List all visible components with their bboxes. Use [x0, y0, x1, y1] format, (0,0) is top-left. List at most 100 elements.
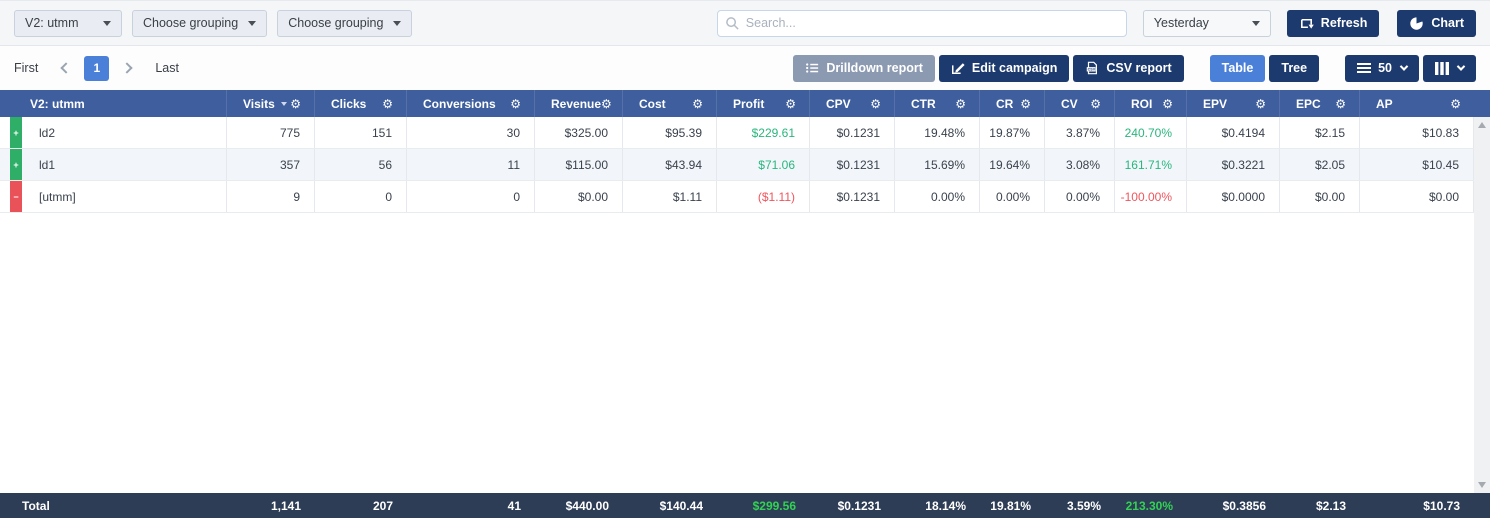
date-range-value: Yesterday — [1153, 16, 1209, 30]
column-header-cost[interactable]: Cost ⚙ — [623, 90, 717, 117]
pagination-next-icon[interactable] — [121, 62, 133, 74]
tree-view-button[interactable]: Tree — [1269, 54, 1320, 82]
epc-cell: $2.15 — [1280, 117, 1360, 148]
ap-cell: $10.45 — [1360, 149, 1474, 180]
column-header-name[interactable]: V2: utmm — [0, 90, 227, 117]
row-name-cell[interactable]: + ld1 — [0, 149, 227, 180]
epc-cell: $0.00 — [1280, 181, 1360, 212]
chart-button[interactable]: Chart — [1397, 9, 1476, 37]
chevron-down-icon — [1456, 62, 1466, 71]
csv-report-button[interactable]: CSV CSV report — [1073, 54, 1184, 82]
edit-campaign-label: Edit campaign — [971, 61, 1058, 75]
columns-icon — [1435, 61, 1449, 75]
chevron-down-icon — [103, 20, 111, 26]
token-grouping-dropdown[interactable]: V2: utmm — [14, 9, 122, 37]
total-cr: 19.81% — [990, 498, 1031, 513]
table-body: + ld2 775 151 30 $325.00 $95.39 $229.61 … — [0, 117, 1490, 493]
status-indicator-positive: + — [10, 117, 22, 148]
ctr-cell: 19.48% — [895, 117, 980, 148]
column-settings-gear-icon[interactable]: ⚙ — [1162, 96, 1173, 111]
column-settings-gear-icon[interactable]: ⚙ — [1090, 96, 1101, 111]
edit-campaign-button[interactable]: Edit campaign — [938, 54, 1070, 82]
top-toolbar: V2: utmm Choose grouping Choose grouping… — [0, 0, 1490, 46]
column-settings-gear-icon[interactable]: ⚙ — [510, 96, 521, 111]
column-header-conversions[interactable]: Conversions ⚙ — [407, 90, 535, 117]
drilldown-report-button[interactable]: Drilldown report — [793, 54, 935, 82]
scroll-down-icon[interactable] — [1478, 482, 1486, 488]
column-settings-gear-icon[interactable]: ⚙ — [382, 96, 393, 111]
table-row[interactable]: + ld1 357 56 11 $115.00 $43.94 $71.06 $0… — [0, 149, 1474, 181]
column-settings-gear-icon[interactable]: ⚙ — [1020, 96, 1031, 111]
page-size-dropdown[interactable]: 50 — [1345, 54, 1419, 82]
cr-cell: 19.87% — [980, 117, 1045, 148]
column-settings-gear-icon[interactable]: ⚙ — [692, 96, 703, 111]
pagination-first[interactable]: First — [14, 61, 39, 75]
search-box — [716, 9, 1127, 37]
column-header-epv[interactable]: EPV ⚙ — [1187, 90, 1280, 117]
column-settings-gear-icon[interactable]: ⚙ — [955, 96, 966, 111]
cost-cell: $43.94 — [623, 149, 717, 180]
grouping-2-value: Choose grouping — [288, 16, 384, 30]
column-settings-gear-icon[interactable]: ⚙ — [870, 96, 881, 111]
column-settings-gear-icon[interactable]: ⚙ — [601, 96, 612, 111]
total-clicks: 207 — [372, 498, 393, 513]
search-input[interactable] — [716, 9, 1127, 37]
revenue-cell: $115.00 — [535, 149, 623, 180]
profit-cell: ($1.11) — [717, 181, 810, 212]
column-label: Profit — [733, 96, 765, 111]
scroll-up-icon[interactable] — [1478, 122, 1486, 128]
profit-cell: $229.61 — [717, 117, 810, 148]
column-label: EPC — [1296, 96, 1321, 111]
date-range-dropdown[interactable]: Yesterday — [1142, 9, 1271, 37]
chevron-down-icon — [1251, 20, 1260, 26]
row-name-cell[interactable]: + ld2 — [0, 117, 227, 148]
column-header-revenue[interactable]: Revenue ⚙ — [535, 90, 623, 117]
pagination-prev-icon[interactable] — [60, 62, 72, 74]
total-revenue: $440.00 — [565, 498, 609, 513]
cv-cell: 0.00% — [1045, 181, 1115, 212]
column-header-ap[interactable]: AP ⚙ — [1360, 90, 1474, 117]
column-header-visits[interactable]: Visits ⚙ — [227, 90, 315, 117]
column-header-cpv[interactable]: CPV ⚙ — [810, 90, 895, 117]
table-row[interactable]: − [utmm] 9 0 0 $0.00 $1.11 ($1.11) $0.12… — [0, 181, 1474, 213]
cpv-cell: $0.1231 — [810, 181, 895, 212]
column-settings-gear-icon[interactable]: ⚙ — [1255, 96, 1266, 111]
table-view-button[interactable]: Table — [1209, 54, 1266, 82]
column-label: Revenue — [551, 96, 602, 111]
column-settings-gear-icon[interactable]: ⚙ — [1335, 96, 1346, 111]
pagination-page-1[interactable]: 1 — [84, 55, 110, 81]
column-header-epc[interactable]: EPC ⚙ — [1280, 90, 1360, 117]
pagination-last[interactable]: Last — [155, 61, 179, 75]
column-header-profit[interactable]: Profit ⚙ — [717, 90, 810, 117]
column-label: CTR — [911, 96, 936, 111]
total-visits: 1,141 — [270, 498, 301, 513]
csv-report-label: CSV report — [1106, 61, 1172, 75]
column-header-roi[interactable]: ROI ⚙ — [1115, 90, 1187, 117]
sort-desc-icon — [280, 101, 287, 106]
columns-dropdown[interactable] — [1423, 54, 1476, 82]
column-settings-gear-icon[interactable]: ⚙ — [785, 96, 796, 111]
grouping-dropdown-1[interactable]: Choose grouping — [132, 9, 268, 37]
column-header-clicks[interactable]: Clicks ⚙ — [315, 90, 407, 117]
drilldown-report-label: Drilldown report — [826, 61, 923, 75]
cr-cell: 0.00% — [980, 181, 1045, 212]
report-actions-toolbar: First 1 Last Drilldown report — [0, 46, 1490, 90]
column-header-ctr[interactable]: CTR ⚙ — [895, 90, 980, 117]
column-settings-gear-icon[interactable]: ⚙ — [290, 96, 301, 111]
column-label: CR — [996, 96, 1014, 111]
visits-cell: 357 — [227, 149, 315, 180]
refresh-button[interactable]: Refresh — [1286, 9, 1380, 37]
column-label: Conversions — [423, 96, 496, 111]
total-label: Total — [22, 498, 50, 513]
column-header-cv[interactable]: CV ⚙ — [1045, 90, 1115, 117]
vertical-scrollbar[interactable] — [1474, 117, 1490, 493]
table-row[interactable]: + ld2 775 151 30 $325.00 $95.39 $229.61 … — [0, 117, 1474, 149]
grouping-dropdown-2[interactable]: Choose grouping — [277, 9, 413, 37]
column-header-cr[interactable]: CR ⚙ — [980, 90, 1045, 117]
cv-cell: 3.08% — [1045, 149, 1115, 180]
row-name-cell[interactable]: − [utmm] — [0, 181, 227, 212]
total-profit: $299.56 — [752, 498, 796, 513]
column-settings-gear-icon[interactable]: ⚙ — [1450, 96, 1461, 111]
epv-cell: $0.3221 — [1187, 149, 1280, 180]
